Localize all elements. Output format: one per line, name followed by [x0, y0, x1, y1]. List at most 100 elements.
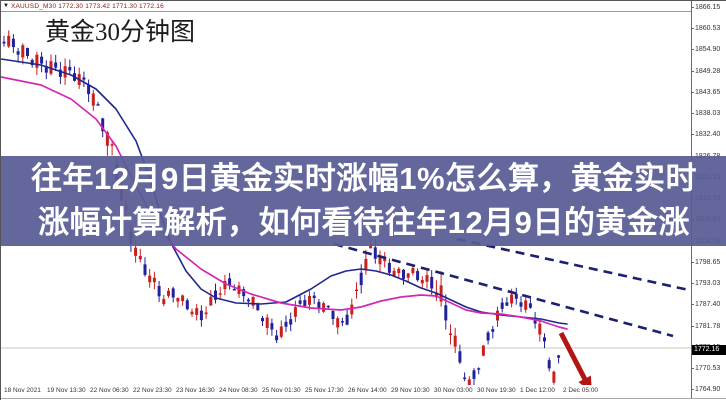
candle-body [378, 256, 382, 265]
candle-body [171, 288, 175, 298]
time-axis-label: 1 Dec 12:00 [520, 387, 556, 394]
candle-body [491, 329, 495, 332]
candle-body [261, 317, 264, 322]
candle-body [204, 312, 208, 315]
candle-body [387, 262, 391, 273]
price-axis-label: 1798.65 [690, 259, 721, 266]
time-axis-label: 25 Nov 17:30 [305, 387, 344, 394]
candle-body [82, 77, 86, 80]
candle-body [411, 268, 415, 274]
candle-body [195, 308, 199, 315]
candle-body [397, 268, 401, 273]
time-axis-label: 24 Nov 08:30 [219, 387, 258, 394]
candle-body [157, 286, 161, 297]
candle-body [453, 335, 457, 347]
candle-body [275, 335, 279, 341]
candle-body [331, 310, 335, 319]
candlestick-series [2, 30, 561, 395]
candle-body [185, 300, 189, 310]
candle-body [7, 35, 11, 47]
down-arrow-shaft [558, 331, 589, 383]
candle-body [322, 303, 326, 312]
candle-body [54, 62, 58, 68]
time-axis-label: 30 Nov 19:30 [477, 387, 516, 394]
time-axis-label: 22 Nov 06:30 [90, 387, 129, 394]
candle-body [167, 290, 170, 296]
price-axis-label: 1843.65 [690, 89, 721, 96]
candle-body [383, 257, 387, 262]
candle-body [557, 355, 561, 358]
candle-body [369, 245, 373, 249]
candle-body [425, 275, 429, 282]
headline-overlay-banner: 往年12月9日黄金实时涨幅1%怎么算，黄金实时 涨幅计算解析，如何看待往年12月… [1, 156, 726, 246]
candle-body [392, 270, 396, 277]
candle-body [246, 299, 250, 302]
candle-body [242, 289, 246, 297]
time-axis-label: 18 Nov 2021 [4, 387, 41, 394]
candle-body [21, 45, 25, 58]
candle-body [496, 310, 499, 321]
price-axis-label: 1838.03 [690, 110, 721, 117]
candle-body [402, 269, 405, 279]
candle-body [510, 294, 514, 304]
candle-body [472, 370, 476, 379]
candle-body [364, 258, 368, 270]
headline-line-1: 往年12月9日黄金实时涨幅1%怎么算，黄金实时 [30, 161, 698, 196]
price-axis-label: 1781.78 [690, 323, 721, 330]
candle-body [30, 59, 34, 66]
candle-body [143, 264, 147, 275]
candle-body [228, 278, 232, 287]
candle-body [190, 311, 194, 315]
candle-body [214, 290, 217, 300]
candle-body [148, 275, 152, 283]
candle-body [481, 345, 485, 356]
time-axis-label: 2 Dec 05:00 [563, 387, 599, 394]
candle-body [340, 321, 344, 323]
headline-line-2: 涨幅计算解析，如何看待往年12月9日的黄金涨 [38, 205, 690, 240]
candle-body [486, 332, 490, 341]
trend-line-1 [333, 242, 674, 338]
candle-body [463, 377, 467, 379]
price-axis-label: 1770.53 [690, 365, 721, 372]
candle-body [35, 54, 39, 68]
candle-body [524, 300, 528, 310]
candle-body [96, 104, 100, 106]
price-axis-label: 1764.90 [690, 386, 721, 393]
candle-body [11, 38, 15, 48]
candle-body [152, 277, 156, 283]
candle-body [232, 289, 236, 291]
candle-body [345, 314, 349, 325]
time-axis-label: 30 Nov 03:00 [434, 387, 473, 394]
time-axis-label: 23 Nov 16:30 [176, 387, 215, 394]
candle-body [284, 321, 288, 327]
price-axis-label: 1793.03 [690, 280, 721, 287]
candle-body [439, 285, 443, 302]
chart-title: 黄金30分钟图 [45, 19, 196, 46]
price-axis-label: 1787.40 [690, 301, 721, 308]
candle-body [91, 93, 95, 106]
candle-body [26, 47, 29, 56]
time-axis-label: 22 Nov 23:30 [133, 387, 172, 394]
chevron-down-icon[interactable]: ▼ [3, 3, 9, 9]
candle-body [519, 302, 523, 307]
candle-body [538, 323, 542, 335]
candle-body [449, 333, 452, 336]
candle-body [49, 61, 53, 74]
time-axis-label: 29 Nov 10:30 [391, 387, 430, 394]
candle-body [514, 293, 518, 299]
time-axis[interactable]: 18 Nov 2021 19 Nov 13:30 22 Nov 06:30 22 No… [1, 385, 691, 398]
candle-body [105, 132, 109, 146]
window-bottom-border [1, 398, 726, 399]
candle-body [467, 379, 471, 389]
candle-body [110, 144, 114, 146]
symbol-ohlc-quote: XAUUSD_M30 1772.30 1773.42 1771.30 1772.… [10, 2, 164, 10]
candle-body [68, 66, 72, 71]
candle-body [265, 317, 269, 328]
price-axis-label: 1866.15 [690, 4, 721, 11]
candle-body [552, 371, 556, 383]
candle-body [350, 304, 354, 315]
candle-body [251, 296, 255, 306]
trend-line-2 [456, 237, 708, 296]
candle-body [312, 295, 316, 299]
